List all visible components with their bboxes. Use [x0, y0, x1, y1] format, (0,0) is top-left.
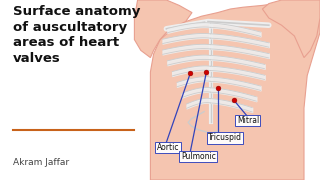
Polygon shape	[134, 0, 192, 58]
Text: Tricuspid: Tricuspid	[208, 133, 242, 142]
Text: Pulmonic: Pulmonic	[181, 152, 216, 161]
Polygon shape	[150, 0, 320, 180]
Polygon shape	[262, 0, 320, 58]
Text: Akram Jaffar: Akram Jaffar	[13, 158, 69, 167]
Text: Mitral: Mitral	[237, 116, 259, 125]
Text: Aortic: Aortic	[157, 143, 179, 152]
Text: Surface anatomy
of auscultatory
areas of heart
valves: Surface anatomy of auscultatory areas of…	[13, 5, 140, 65]
